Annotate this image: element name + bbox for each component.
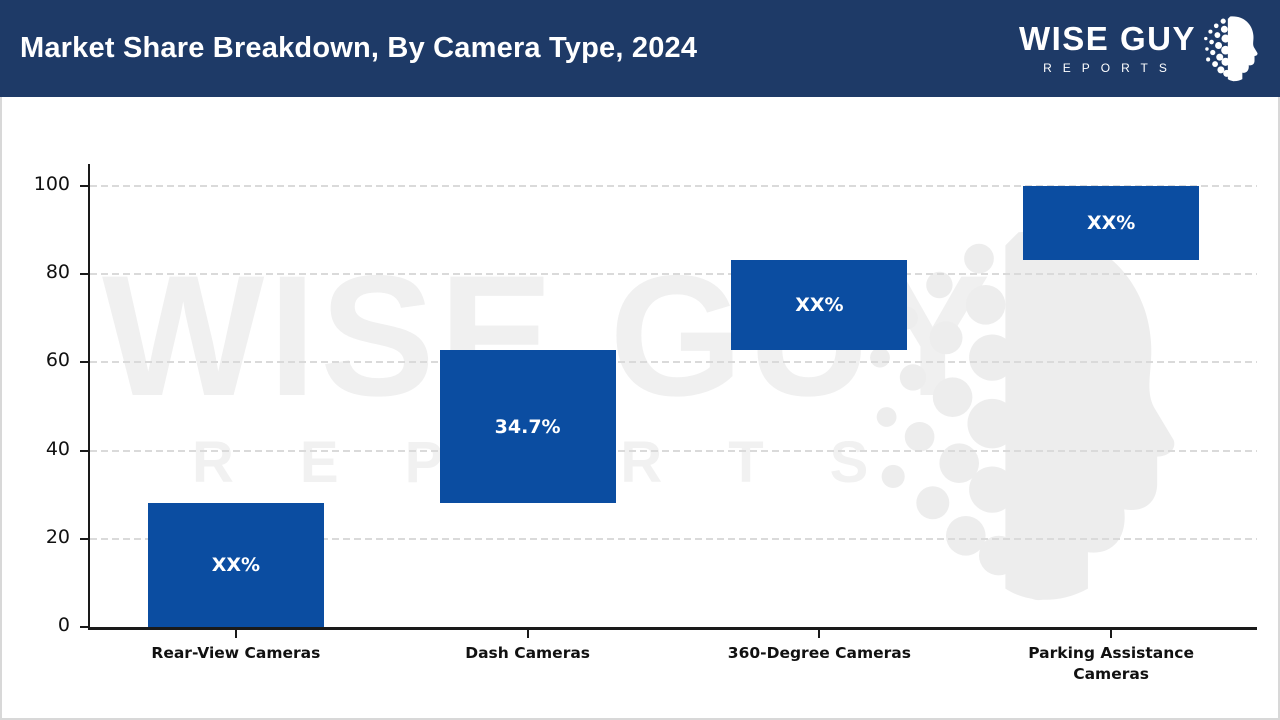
bar-value-label: XX% (1086, 211, 1136, 234)
bar: XX% (147, 503, 324, 627)
y-tick-mark (80, 361, 90, 364)
x-tick-mark (234, 630, 237, 638)
bar-value-label: XX% (211, 554, 261, 577)
x-axis-line (88, 627, 1257, 630)
bar: XX% (1023, 186, 1200, 260)
y-axis-line (88, 164, 90, 630)
bar-value-label: XX% (795, 293, 844, 316)
y-tick-mark (80, 626, 90, 628)
bar: XX% (731, 259, 908, 351)
y-tick-mark (80, 449, 90, 452)
gridline (90, 449, 1257, 452)
y-tick-label: 80 (45, 261, 70, 284)
gridline (90, 185, 1257, 187)
wiseguy-logo: WISE GUY REPORTS (1019, 12, 1258, 86)
y-tick-label: 20 (45, 525, 70, 548)
x-category-label: Rear-View Cameras (151, 644, 321, 662)
x-category-label: Dash Cameras (465, 644, 591, 662)
gridline (90, 361, 1257, 364)
x-tick-mark (526, 630, 529, 638)
chart-area: WISE GUY REPORTS 020406080100XX%Rear-Vie… (0, 97, 1280, 720)
logo-subtitle: REPORTS (1043, 61, 1178, 75)
page-title: Market Share Breakdown, By Camera Type, … (20, 32, 698, 64)
bar: 34.7% (439, 350, 616, 504)
logo-text: WISE GUY REPORTS (1019, 22, 1196, 75)
x-tick-mark (1110, 630, 1113, 638)
y-tick-mark (80, 273, 90, 276)
bar-value-label: 34.7% (494, 415, 561, 438)
y-tick-label: 40 (45, 437, 70, 460)
gridline (90, 537, 1257, 540)
x-tick-mark (818, 630, 821, 638)
header-bar: Market Share Breakdown, By Camera Type, … (0, 0, 1280, 97)
logo-name: WISE GUY (1018, 20, 1196, 57)
y-tick-label: 0 (57, 614, 70, 636)
y-tick-label: 60 (45, 349, 70, 372)
waterfall-plot: 0 20 40 60 80 100 XX% Rear-View Cameras 34.7% Das… (2, 97, 1278, 718)
x-category-label: Parking Assistance Cameras (1028, 644, 1195, 683)
y-tick-mark (80, 537, 90, 540)
dotted-head-profile-icon (1204, 15, 1258, 81)
gridline (90, 273, 1257, 276)
x-category-label: 360-Degree Cameras (727, 644, 911, 662)
y-tick-mark (80, 185, 90, 187)
y-tick-label: 100 (33, 173, 70, 195)
